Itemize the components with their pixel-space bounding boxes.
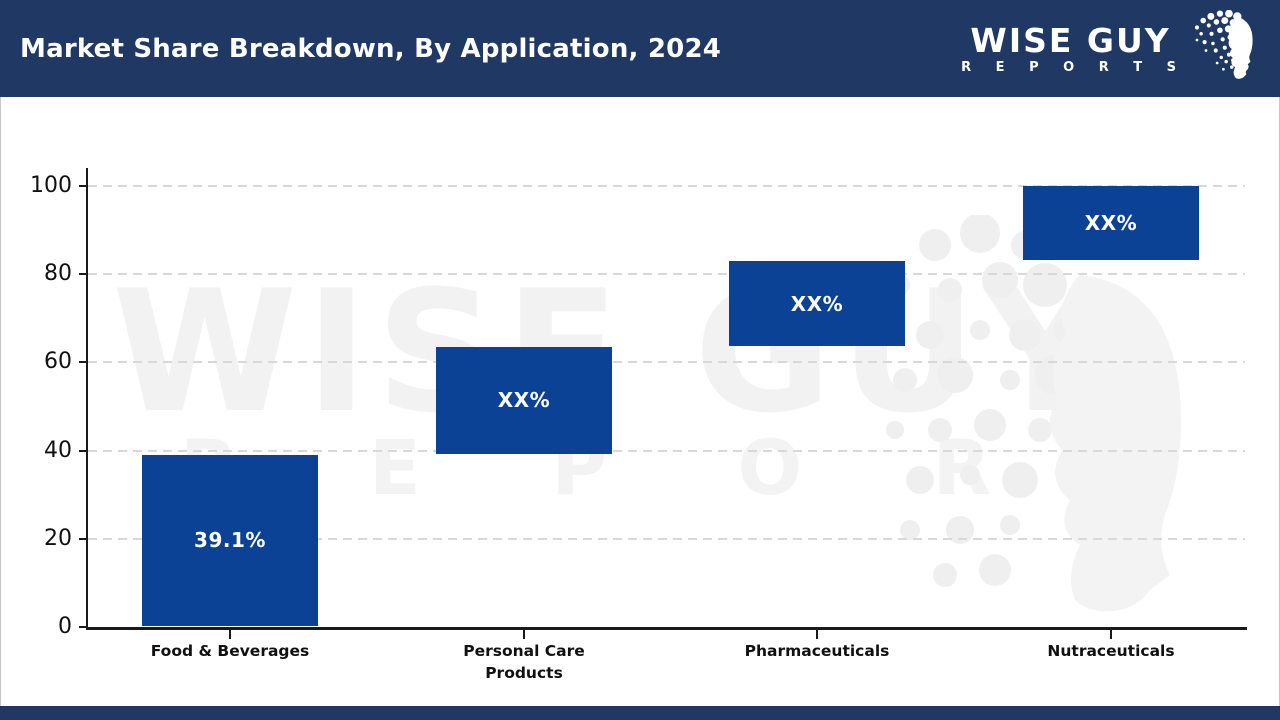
y-tick bbox=[79, 185, 88, 187]
bar-segment: XX% bbox=[729, 261, 905, 347]
page-title: Market Share Breakdown, By Application, … bbox=[20, 33, 722, 64]
x-tick bbox=[816, 630, 818, 639]
bar-segment: XX% bbox=[436, 347, 612, 454]
gridline bbox=[88, 185, 1245, 187]
x-axis-line bbox=[86, 627, 1247, 630]
x-tick-label: Food & Beverages bbox=[150, 642, 310, 660]
x-tick bbox=[523, 630, 525, 639]
bar-label: XX% bbox=[1084, 211, 1138, 236]
x-tick-label: Personal Care Products bbox=[463, 642, 585, 682]
x-tick-label: Nutraceuticals bbox=[1047, 642, 1175, 660]
y-tick-label: 100 bbox=[30, 173, 72, 198]
y-tick bbox=[79, 273, 88, 276]
y-tick-label: 80 bbox=[44, 261, 72, 287]
logo-face-icon bbox=[1190, 9, 1254, 88]
y-tick bbox=[79, 449, 88, 452]
footer-bar bbox=[0, 706, 1280, 720]
y-tick bbox=[79, 537, 88, 540]
bar-segment: XX% bbox=[1023, 186, 1199, 261]
x-tick bbox=[1110, 630, 1112, 639]
gridline bbox=[88, 361, 1245, 364]
logo-wordmark: WISE GUY bbox=[970, 20, 1171, 60]
x-tick-label: Pharmaceuticals bbox=[744, 642, 890, 660]
header: Market Share Breakdown, By Application, … bbox=[0, 0, 1280, 97]
y-axis-line bbox=[86, 168, 88, 629]
gridline bbox=[88, 449, 1245, 452]
y-tick bbox=[79, 361, 88, 364]
x-tick bbox=[229, 630, 231, 639]
bar-segment: 39.1% bbox=[142, 454, 318, 626]
y-tick-label: 60 bbox=[44, 349, 72, 375]
bar-label: 39.1% bbox=[194, 528, 266, 553]
logo-text: WISE GUY R E P O R T S bbox=[955, 24, 1186, 74]
gridline bbox=[88, 273, 1245, 276]
bar-label: XX% bbox=[790, 291, 844, 316]
bar-label: XX% bbox=[497, 388, 551, 413]
y-tick-label: 0 bbox=[58, 614, 72, 639]
wise-guy-logo: WISE GUY R E P O R T S bbox=[955, 9, 1254, 88]
logo-subtitle: R E P O R T S bbox=[961, 59, 1186, 75]
y-tick-label: 40 bbox=[44, 437, 72, 463]
y-tick-label: 20 bbox=[44, 525, 72, 551]
y-tick bbox=[79, 626, 88, 628]
gridline bbox=[88, 537, 1245, 540]
